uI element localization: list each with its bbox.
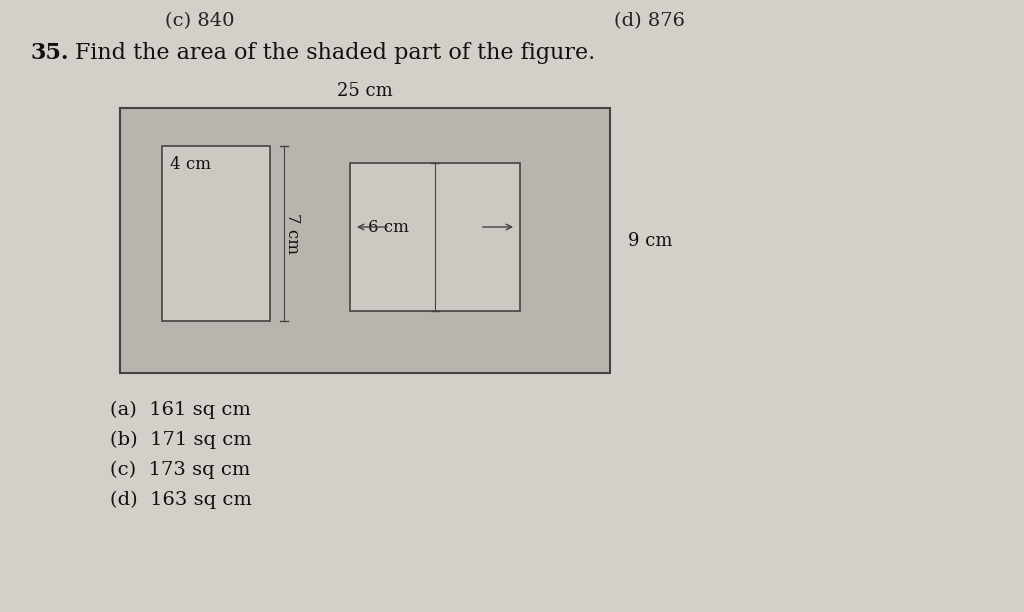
Text: (d) 876: (d) 876 [614,12,685,30]
Text: 7 cm: 7 cm [284,213,300,254]
Text: Find the area of the shaded part of the figure.: Find the area of the shaded part of the … [75,42,595,64]
Bar [120,108,610,373]
Bar [162,146,270,321]
Text: 9 cm: 9 cm [628,231,673,250]
Text: (b)  171 sq cm: (b) 171 sq cm [110,431,252,449]
Text: (c)  173 sq cm: (c) 173 sq cm [110,461,251,479]
Text: 6 cm: 6 cm [368,218,409,236]
Text: (a)  161 sq cm: (a) 161 sq cm [110,401,251,419]
Bar [350,163,520,311]
Text: 35.: 35. [30,42,69,64]
Text: (d)  163 sq cm: (d) 163 sq cm [110,491,252,509]
Text: 25 cm: 25 cm [337,82,393,100]
Text: 4 cm: 4 cm [170,156,211,173]
Text: (c) 840: (c) 840 [165,12,234,30]
